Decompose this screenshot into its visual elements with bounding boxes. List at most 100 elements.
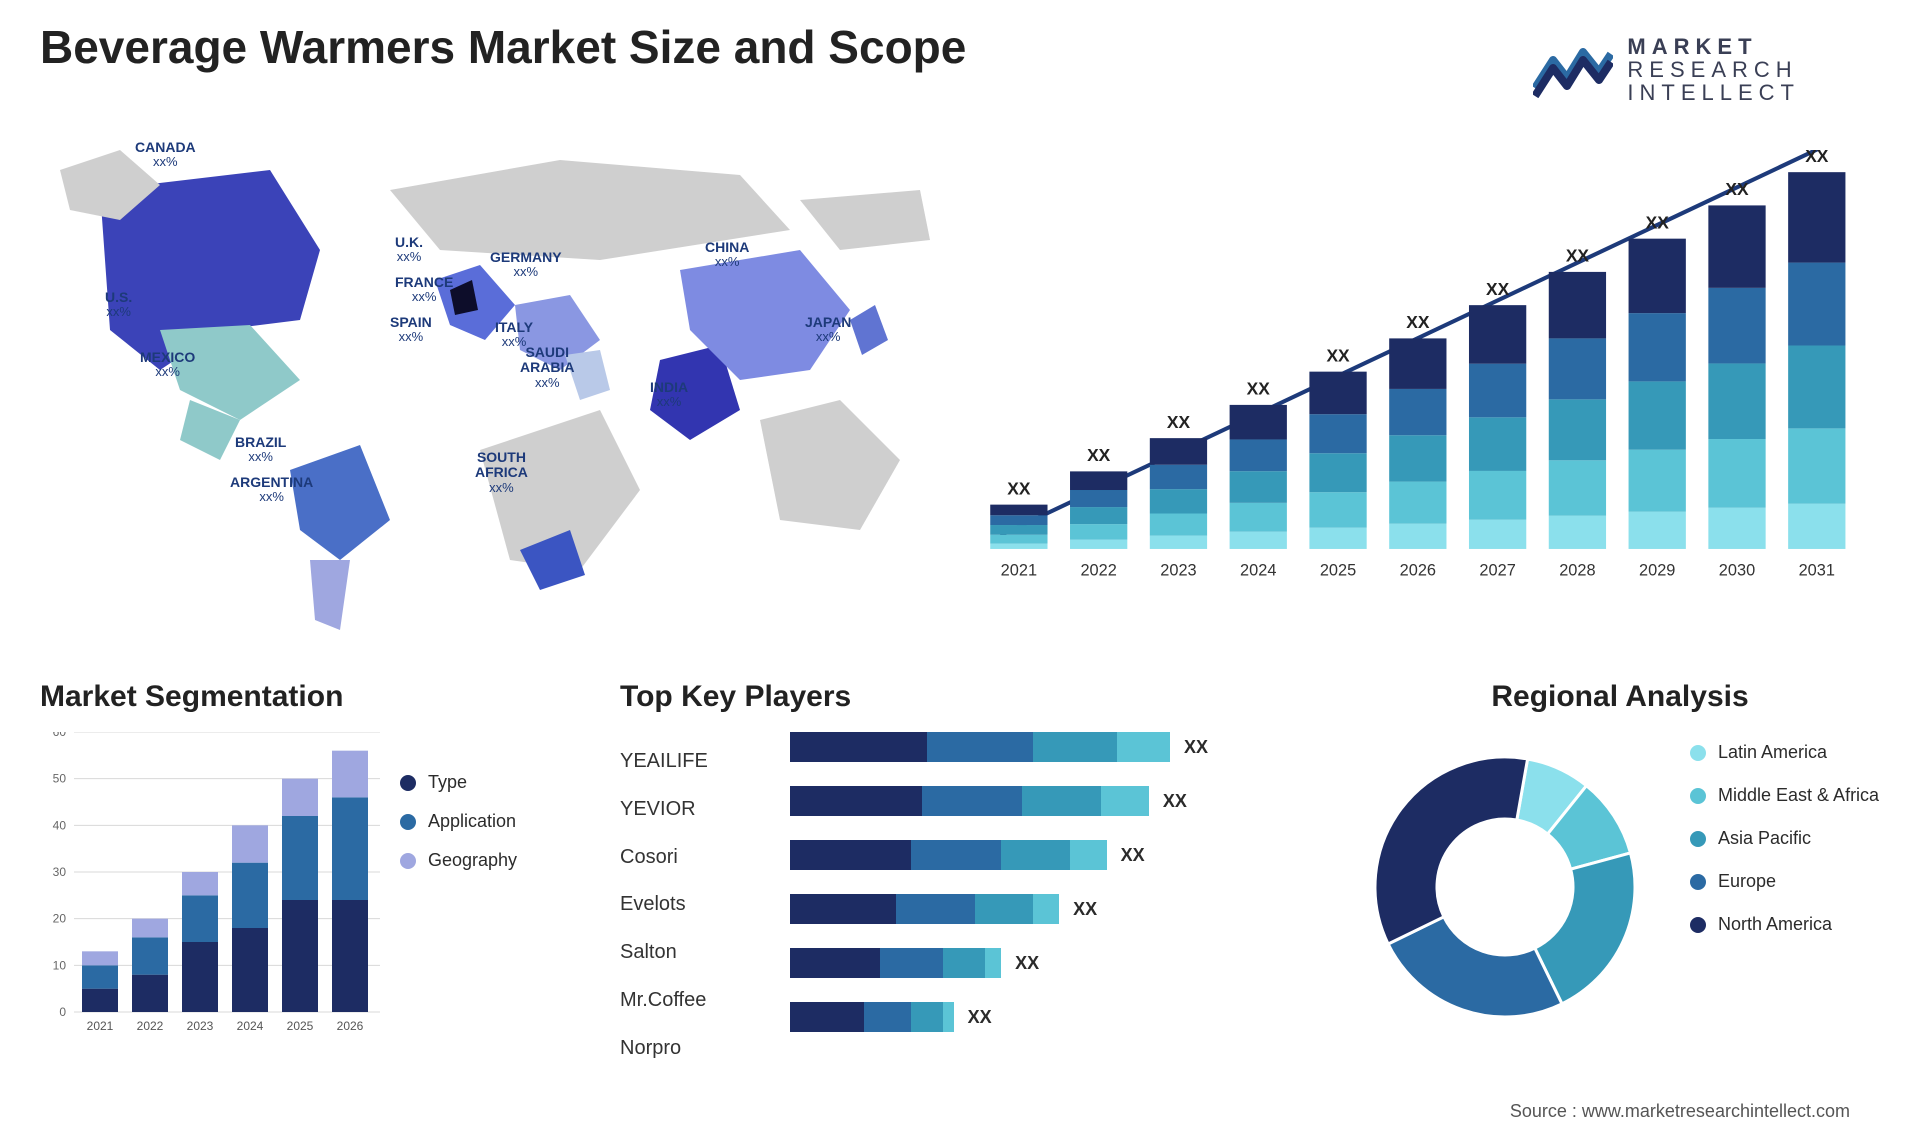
regional-panel: Regional Analysis Latin America Middle Ea… (1360, 680, 1880, 1080)
regional-donut-svg (1360, 732, 1660, 1042)
header: Beverage Warmers Market Size and Scope M… (40, 20, 1880, 110)
key-player-bar-value: XX (1184, 737, 1208, 758)
world-map-panel: CANADAxx% U.S.xx% MEXICOxx% BRAZILxx% ARGENT… (40, 130, 940, 640)
key-players-chart: XX XX XX XX XX XX (790, 732, 1330, 1072)
map-country-label: SPAINxx% (390, 315, 432, 345)
svg-text:XX: XX (1486, 279, 1510, 299)
regional-legend-item: Europe (1690, 871, 1879, 892)
segmentation-panel: Market Segmentation 0 10 20 30 40 50 60 2021 202… (40, 680, 590, 1080)
map-country-label: JAPANxx% (805, 315, 851, 345)
key-player-name: YEAILIFE (620, 750, 760, 773)
key-player-name: Mr.Coffee (620, 989, 760, 1012)
svg-text:XX: XX (1725, 179, 1749, 199)
key-player-bar-row: XX (790, 732, 1208, 762)
top-row: CANADAxx% U.S.xx% MEXICOxx% BRAZILxx% ARGENT… (40, 130, 1880, 640)
svg-text:2026: 2026 (337, 1019, 364, 1033)
regional-legend: Latin America Middle East & Africa Asia Pa… (1690, 732, 1879, 935)
svg-text:2025: 2025 (287, 1019, 314, 1033)
svg-text:XX: XX (1087, 445, 1111, 465)
map-country-label: U.S.xx% (105, 290, 132, 320)
svg-text:2029: 2029 (1639, 562, 1675, 580)
svg-text:XX: XX (1247, 379, 1271, 399)
segmentation-chart-svg: 0 10 20 30 40 50 60 2021 2022 2023 2024 2025 2026 (40, 732, 380, 1042)
map-country-label: U.K.xx% (395, 235, 423, 265)
key-player-bar-row: XX (790, 840, 1145, 870)
map-country-label: MEXICOxx% (140, 350, 195, 380)
map-country-label: INDIAxx% (650, 380, 688, 410)
svg-text:60: 60 (53, 732, 67, 739)
key-player-name: Salton (620, 941, 760, 964)
svg-text:XX: XX (1566, 246, 1590, 266)
key-player-bar-value: XX (1015, 953, 1039, 974)
svg-text:0: 0 (59, 1005, 66, 1019)
regional-title: Regional Analysis (1360, 680, 1880, 714)
bottom-row: Market Segmentation 0 10 20 30 40 50 60 2021 202… (40, 680, 1880, 1080)
map-country-label: SOUTHAFRICAxx% (475, 450, 528, 495)
key-player-bar-row: XX (790, 948, 1039, 978)
key-player-bar-value: XX (1073, 899, 1097, 920)
source-attribution: Source : www.marketresearchintellect.com (1510, 1101, 1850, 1122)
key-player-bar-value: XX (1163, 791, 1187, 812)
key-player-name: Norpro (620, 1037, 760, 1060)
svg-text:2023: 2023 (187, 1019, 214, 1033)
segmentation-legend-item: Geography (400, 850, 517, 871)
logo-text-1: MARKET (1627, 35, 1800, 58)
map-country-label: GERMANYxx% (490, 250, 562, 280)
svg-text:2027: 2027 (1479, 562, 1515, 580)
svg-text:2024: 2024 (1240, 562, 1276, 580)
svg-text:2028: 2028 (1559, 562, 1595, 580)
logo-text-3: INTELLECT (1627, 81, 1800, 104)
brand-logo: MARKET RESEARCH INTELLECT (1533, 35, 1800, 104)
svg-text:XX: XX (1326, 345, 1350, 365)
world-map-svg (40, 130, 940, 640)
svg-text:2024: 2024 (237, 1019, 264, 1033)
svg-text:2022: 2022 (137, 1019, 164, 1033)
key-players-panel: Top Key Players YEAILIFE YEVIOR Cosori Evel… (620, 680, 1330, 1080)
trend-chart-svg: XX 2021 XX 2022 XX 2023 XX 2024 XX 2025 XX 2026 XX 20… (980, 150, 1870, 631)
key-player-bar-value: XX (1121, 845, 1145, 866)
svg-text:2021: 2021 (87, 1019, 114, 1033)
svg-text:30: 30 (53, 865, 67, 879)
svg-text:20: 20 (53, 912, 67, 926)
logo-text-2: RESEARCH (1627, 58, 1800, 81)
regional-legend-item: North America (1690, 914, 1879, 935)
svg-text:2021: 2021 (1001, 562, 1037, 580)
map-country-label: FRANCExx% (395, 275, 453, 305)
key-player-name: YEVIOR (620, 798, 760, 821)
segmentation-legend-item: Type (400, 772, 517, 793)
key-player-name: Evelots (620, 893, 760, 916)
svg-text:2022: 2022 (1080, 562, 1116, 580)
key-player-name: Cosori (620, 846, 760, 869)
map-country-label: CANADAxx% (135, 140, 196, 170)
map-country-label: BRAZILxx% (235, 435, 286, 465)
segmentation-legend-item: Application (400, 811, 517, 832)
svg-text:10: 10 (53, 958, 67, 972)
key-players-title: Top Key Players (620, 680, 1330, 714)
logo-mark-icon (1533, 42, 1613, 98)
svg-text:XX: XX (1646, 212, 1670, 232)
map-country-label: SAUDIARABIAxx% (520, 345, 574, 390)
svg-text:XX: XX (1406, 312, 1430, 332)
svg-text:XX: XX (1167, 412, 1191, 432)
svg-text:40: 40 (53, 818, 67, 832)
svg-text:2025: 2025 (1320, 562, 1356, 580)
svg-text:2030: 2030 (1719, 562, 1755, 580)
key-player-bar-row: XX (790, 1002, 992, 1032)
svg-text:50: 50 (53, 772, 67, 786)
trend-chart-panel: XX 2021 XX 2022 XX 2023 XX 2024 XX 2025 XX 2026 XX 20… (980, 130, 1880, 640)
regional-legend-item: Latin America (1690, 742, 1879, 763)
segmentation-legend: Type Application Geography (400, 772, 517, 871)
svg-text:2023: 2023 (1160, 562, 1196, 580)
regional-legend-item: Middle East & Africa (1690, 785, 1879, 806)
key-players-name-list: YEAILIFE YEVIOR Cosori Evelots Salton Mr.Coff… (620, 732, 760, 1072)
segmentation-title: Market Segmentation (40, 680, 590, 714)
svg-text:2026: 2026 (1400, 562, 1436, 580)
svg-text:XX: XX (1007, 478, 1031, 498)
key-player-bar-value: XX (968, 1007, 992, 1028)
key-player-bar-row: XX (790, 894, 1097, 924)
svg-text:XX: XX (1805, 150, 1829, 166)
regional-legend-item: Asia Pacific (1690, 828, 1879, 849)
key-player-bar-row: XX (790, 786, 1187, 816)
map-country-label: ARGENTINAxx% (230, 475, 313, 505)
map-country-label: CHINAxx% (705, 240, 749, 270)
